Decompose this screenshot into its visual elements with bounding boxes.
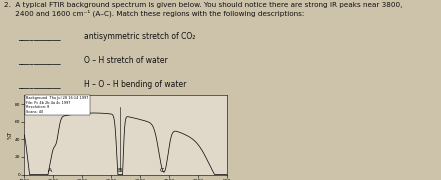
Text: ___________: ___________ bbox=[18, 56, 60, 65]
Text: antisymmetric stretch of CO₂: antisymmetric stretch of CO₂ bbox=[84, 32, 195, 41]
Text: A: A bbox=[48, 168, 52, 173]
Y-axis label: %T: %T bbox=[8, 131, 13, 139]
Text: B: B bbox=[118, 168, 122, 173]
Text: ___________: ___________ bbox=[18, 32, 60, 41]
Text: 2.  A typical FTIR background spectrum is given below. You should notice there a: 2. A typical FTIR background spectrum is… bbox=[4, 2, 403, 17]
Text: C: C bbox=[160, 168, 164, 173]
Text: O – H stretch of water: O – H stretch of water bbox=[84, 56, 168, 65]
Text: Background  Thu Jul 28 16:14 1997
File: Pc 4b 2b 4a 4c 1997
Resolution: 8
Scans:: Background Thu Jul 28 16:14 1997 File: P… bbox=[26, 96, 89, 114]
Text: H – O – H bending of water: H – O – H bending of water bbox=[84, 80, 186, 89]
Text: ___________: ___________ bbox=[18, 80, 60, 89]
